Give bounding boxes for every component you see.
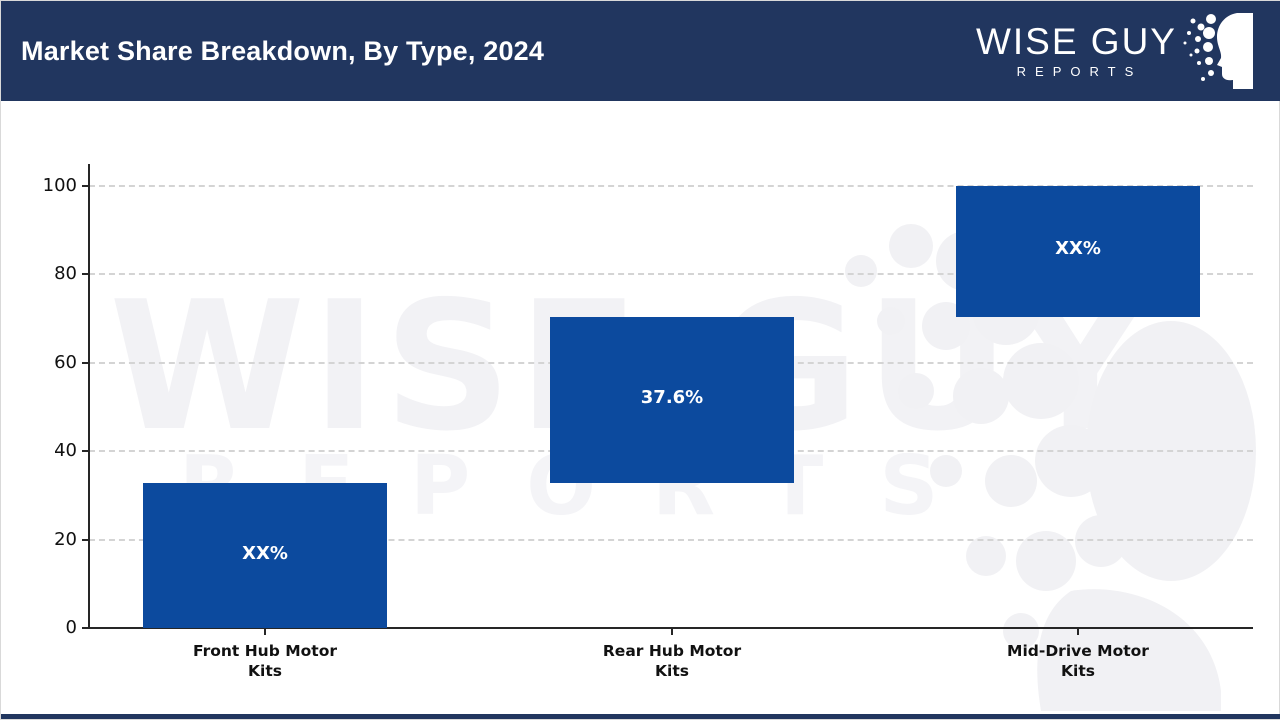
x-tick-mark [264,629,266,635]
bar-value-label: XX% [242,542,288,564]
logo-wordmark: WISE GUY [975,21,1177,63]
y-tick-mark [82,450,89,453]
gridline [89,538,1253,541]
logo-text: WISE GUY REPORTS [975,21,1177,79]
page-title: Market Share Breakdown, By Type, 2024 [21,35,545,66]
header-bar: Market Share Breakdown, By Type, 2024 WI… [1,1,1280,101]
y-axis-line [88,164,90,629]
bar-segment: XX% [143,483,387,628]
bar-value-label: XX% [1055,238,1101,260]
x-category-label: Front Hub Motor Kits [192,642,337,681]
y-tick-label: 40 [54,440,77,462]
x-category-label: Mid-Drive Motor Kits [1007,642,1149,681]
y-tick-label: 20 [54,528,77,550]
gridline [89,273,1253,276]
y-tick-mark [82,627,89,629]
y-tick-mark [82,538,89,541]
logo-face-icon [1183,13,1253,89]
y-tick-label: 80 [54,263,77,285]
x-axis-line [88,627,1253,629]
y-tick-label: 100 [42,175,77,196]
x-tick-mark [671,629,673,635]
gridline [89,185,1253,187]
brand-logo: WISE GUY REPORTS [976,9,1267,93]
y-tick-mark [82,361,89,364]
logo-subtext: REPORTS [1016,63,1143,79]
x-category-label: Rear Hub Motor Kits [602,642,742,681]
y-tick-label: 60 [54,351,77,373]
y-tick-mark [82,273,89,276]
x-tick-mark [1077,629,1079,635]
bar-segment: 37.6% [550,316,794,484]
footer-accent-bar [1,714,1280,719]
bar-segment: XX% [956,186,1200,317]
bar-value-label: 37.6% [640,386,704,408]
y-tick-mark [82,185,89,187]
y-tick-label: 0 [65,617,77,638]
